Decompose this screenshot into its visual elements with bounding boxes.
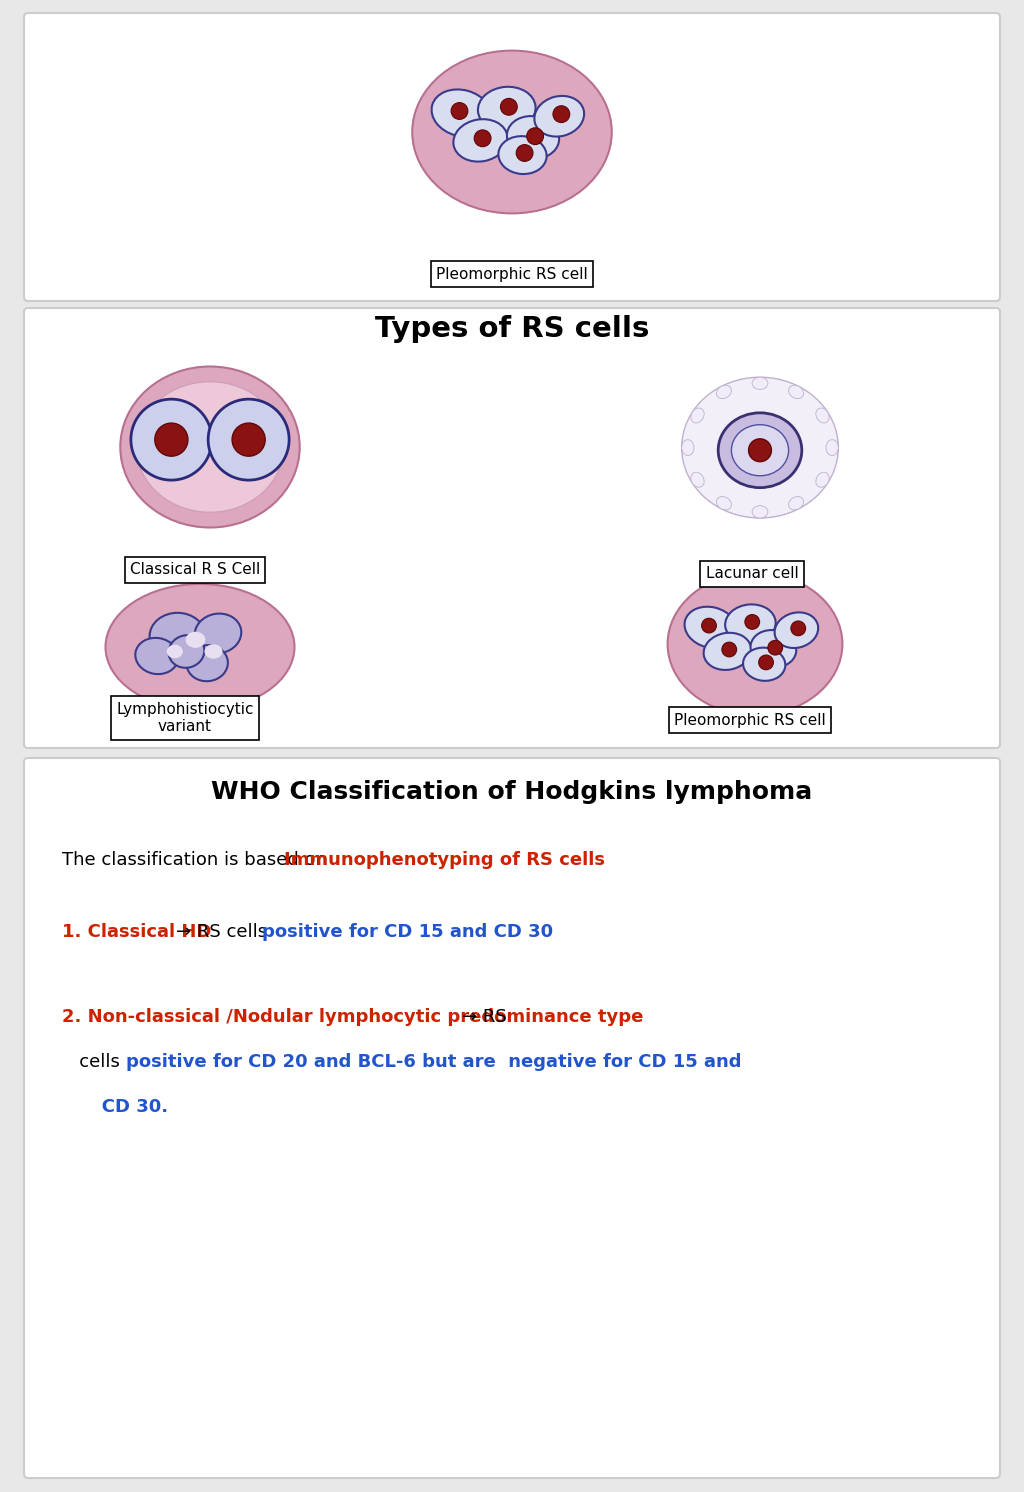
Ellipse shape <box>535 95 584 137</box>
Ellipse shape <box>431 90 492 137</box>
Ellipse shape <box>725 604 775 643</box>
Text: Pleomorphic RS cell: Pleomorphic RS cell <box>674 713 826 728</box>
Ellipse shape <box>205 645 222 658</box>
Text: Types of RS cells: Types of RS cells <box>375 315 649 343</box>
Circle shape <box>791 621 806 636</box>
Ellipse shape <box>788 385 804 398</box>
Ellipse shape <box>718 413 802 488</box>
Circle shape <box>749 439 771 461</box>
Ellipse shape <box>816 407 829 424</box>
Ellipse shape <box>788 497 804 510</box>
Ellipse shape <box>682 440 694 455</box>
Text: → RS cells: → RS cells <box>176 924 279 941</box>
Ellipse shape <box>131 400 212 480</box>
Ellipse shape <box>774 612 818 648</box>
Text: Classical R S Cell: Classical R S Cell <box>130 562 260 577</box>
Ellipse shape <box>691 407 705 424</box>
Circle shape <box>526 128 544 145</box>
Circle shape <box>501 98 517 115</box>
Ellipse shape <box>752 506 768 518</box>
Ellipse shape <box>682 377 839 518</box>
Circle shape <box>155 424 188 457</box>
Text: 2. Non-classical /Nodular lymphocytic predominance type: 2. Non-classical /Nodular lymphocytic pr… <box>62 1009 649 1026</box>
Text: Immunophenotyping of RS cells: Immunophenotyping of RS cells <box>284 850 604 868</box>
Ellipse shape <box>717 385 731 398</box>
Circle shape <box>452 103 468 119</box>
Ellipse shape <box>454 119 508 161</box>
Circle shape <box>474 130 490 146</box>
Ellipse shape <box>167 645 183 658</box>
Circle shape <box>759 655 773 670</box>
Ellipse shape <box>668 573 843 715</box>
Ellipse shape <box>169 636 205 668</box>
FancyBboxPatch shape <box>24 307 1000 747</box>
Ellipse shape <box>136 382 284 512</box>
Ellipse shape <box>731 425 788 476</box>
Ellipse shape <box>105 583 295 710</box>
Text: CD 30.: CD 30. <box>83 1098 169 1116</box>
Ellipse shape <box>195 613 242 653</box>
Text: cells: cells <box>62 1053 126 1071</box>
Ellipse shape <box>208 400 289 480</box>
Ellipse shape <box>717 497 731 510</box>
Ellipse shape <box>135 639 178 674</box>
Text: 1. Classical HD: 1. Classical HD <box>62 924 218 941</box>
Text: Lacunar cell: Lacunar cell <box>706 567 799 582</box>
Ellipse shape <box>684 607 737 648</box>
Text: WHO Classification of Hodgkins lymphoma: WHO Classification of Hodgkins lymphoma <box>211 780 813 804</box>
FancyBboxPatch shape <box>24 13 1000 301</box>
Circle shape <box>232 424 265 457</box>
Text: → RS: → RS <box>463 1009 507 1026</box>
Circle shape <box>768 640 782 655</box>
FancyBboxPatch shape <box>24 758 1000 1479</box>
Ellipse shape <box>751 630 797 667</box>
Circle shape <box>744 615 760 630</box>
Ellipse shape <box>691 471 705 488</box>
Ellipse shape <box>185 631 206 648</box>
Ellipse shape <box>743 648 785 680</box>
Ellipse shape <box>478 87 536 131</box>
Text: Pleomorphic RS cell: Pleomorphic RS cell <box>436 267 588 282</box>
Text: positive for CD 15 and CD 30: positive for CD 15 and CD 30 <box>262 924 553 941</box>
Ellipse shape <box>413 51 611 213</box>
Text: Lymphohistiocytic
variant: Lymphohistiocytic variant <box>117 701 254 734</box>
Ellipse shape <box>826 440 839 455</box>
Ellipse shape <box>120 367 300 528</box>
Ellipse shape <box>499 136 547 175</box>
Text: The classification is based on: The classification is based on <box>62 850 333 868</box>
Ellipse shape <box>186 645 228 682</box>
Circle shape <box>722 642 736 656</box>
Ellipse shape <box>752 377 768 389</box>
Circle shape <box>553 106 569 122</box>
Ellipse shape <box>150 613 206 659</box>
Circle shape <box>516 145 534 161</box>
Ellipse shape <box>703 633 752 670</box>
Text: positive for CD 20 and BCL-6 but are  negative for CD 15 and: positive for CD 20 and BCL-6 but are neg… <box>126 1053 741 1071</box>
Circle shape <box>701 618 717 633</box>
Ellipse shape <box>816 471 829 488</box>
Ellipse shape <box>507 116 559 158</box>
